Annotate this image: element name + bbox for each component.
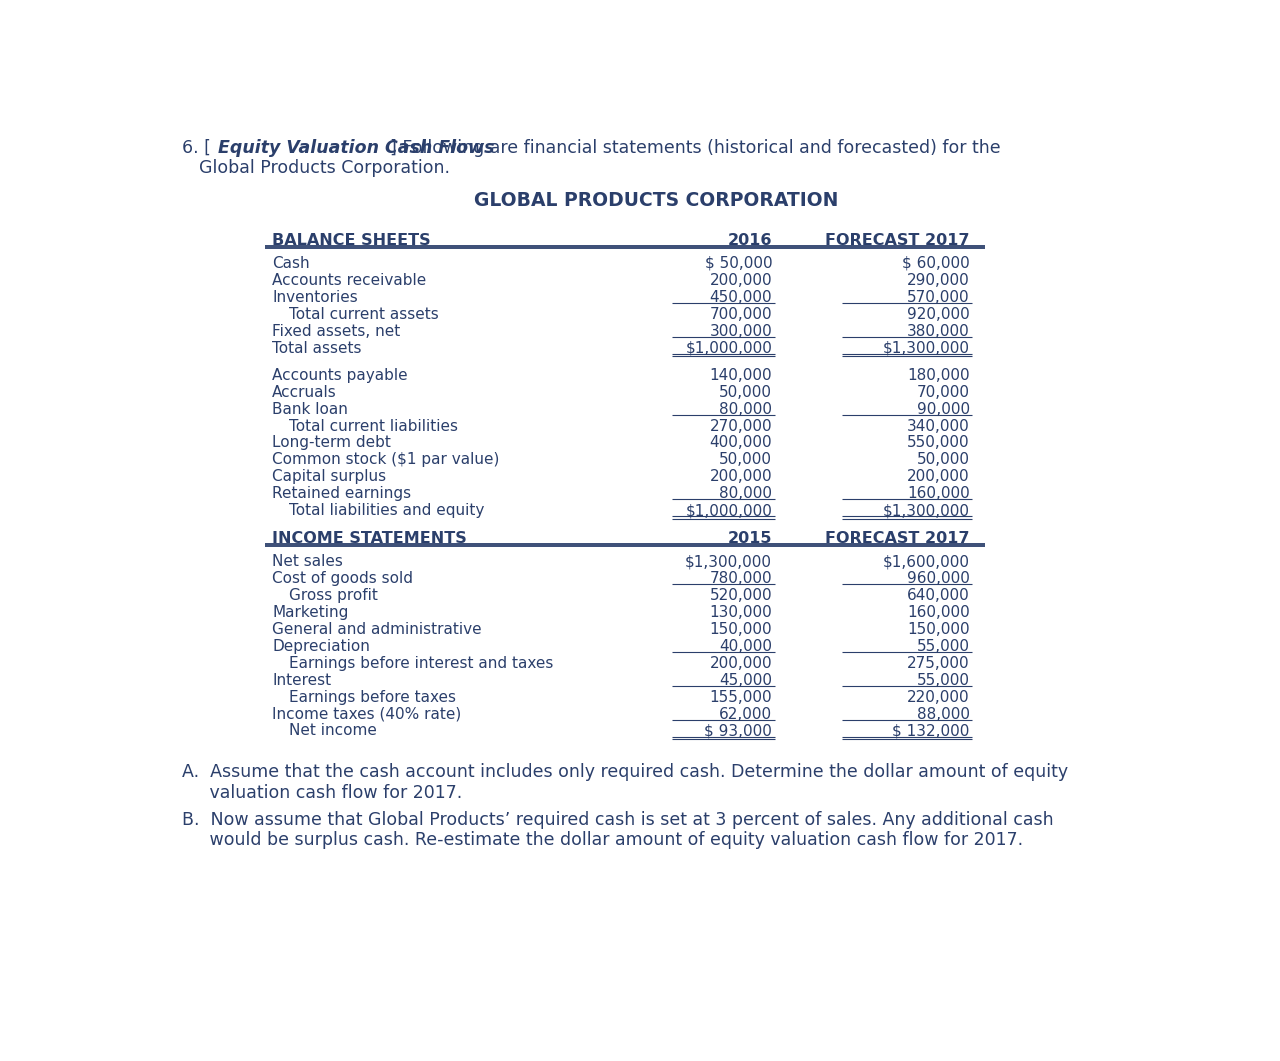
Text: Inventories: Inventories	[273, 290, 358, 305]
Text: 270,000: 270,000	[709, 418, 772, 434]
Text: 140,000: 140,000	[709, 368, 772, 383]
Text: ] Following are financial statements (historical and forecasted) for the: ] Following are financial statements (hi…	[390, 139, 1001, 157]
Text: 640,000: 640,000	[908, 588, 970, 603]
Text: FORECAST 2017: FORECAST 2017	[826, 232, 970, 248]
Text: 62,000: 62,000	[719, 707, 772, 721]
Text: 380,000: 380,000	[908, 324, 970, 338]
Text: 780,000: 780,000	[709, 571, 772, 586]
Text: 88,000: 88,000	[916, 707, 970, 721]
Text: 150,000: 150,000	[709, 622, 772, 637]
Text: 50,000: 50,000	[719, 385, 772, 400]
Text: Net income: Net income	[289, 724, 378, 738]
Text: $1,000,000: $1,000,000	[685, 503, 772, 518]
Text: 290,000: 290,000	[908, 273, 970, 288]
Text: 80,000: 80,000	[719, 486, 772, 501]
Text: 150,000: 150,000	[908, 622, 970, 637]
Text: 450,000: 450,000	[709, 290, 772, 305]
Text: 520,000: 520,000	[709, 588, 772, 603]
Text: 160,000: 160,000	[908, 605, 970, 620]
Text: Long-term debt: Long-term debt	[273, 435, 392, 451]
Text: 700,000: 700,000	[709, 307, 772, 321]
Text: 50,000: 50,000	[916, 452, 970, 468]
Text: Income taxes (40% rate): Income taxes (40% rate)	[273, 707, 462, 721]
Text: B.  Now assume that Global Products’ required cash is set at 3 percent of sales.: B. Now assume that Global Products’ requ…	[182, 812, 1053, 830]
Text: Depreciation: Depreciation	[273, 639, 370, 654]
Text: Bank loan: Bank loan	[273, 402, 348, 417]
Text: 155,000: 155,000	[709, 690, 772, 705]
Text: Equity Valuation Cash Flows: Equity Valuation Cash Flows	[218, 139, 494, 157]
Text: $ 60,000: $ 60,000	[902, 256, 970, 271]
Text: 200,000: 200,000	[908, 469, 970, 485]
Text: Fixed assets, net: Fixed assets, net	[273, 324, 401, 338]
Text: $1,300,000: $1,300,000	[685, 554, 772, 569]
Text: 570,000: 570,000	[908, 290, 970, 305]
Text: BALANCE SHEETS: BALANCE SHEETS	[273, 232, 431, 248]
Text: 130,000: 130,000	[709, 605, 772, 620]
Text: Marketing: Marketing	[273, 605, 348, 620]
Text: 45,000: 45,000	[719, 673, 772, 688]
Text: Retained earnings: Retained earnings	[273, 486, 411, 501]
Text: 6. [: 6. [	[182, 139, 211, 157]
Text: 300,000: 300,000	[709, 324, 772, 338]
Text: 55,000: 55,000	[916, 673, 970, 688]
Text: Common stock ($1 par value): Common stock ($1 par value)	[273, 452, 499, 468]
Text: 920,000: 920,000	[908, 307, 970, 321]
Text: General and administrative: General and administrative	[273, 622, 483, 637]
Text: $ 50,000: $ 50,000	[704, 256, 772, 271]
Text: Total current assets: Total current assets	[289, 307, 439, 321]
Text: 2015: 2015	[728, 530, 772, 546]
Text: $1,300,000: $1,300,000	[883, 503, 970, 518]
Text: 2016: 2016	[728, 232, 772, 248]
Text: 50,000: 50,000	[719, 452, 772, 468]
Text: Capital surplus: Capital surplus	[273, 469, 387, 485]
Text: 340,000: 340,000	[908, 418, 970, 434]
Text: INCOME STATEMENTS: INCOME STATEMENTS	[273, 530, 467, 546]
Text: Net sales: Net sales	[273, 554, 343, 569]
Text: 200,000: 200,000	[709, 469, 772, 485]
Text: $1,300,000: $1,300,000	[883, 341, 970, 355]
Text: 70,000: 70,000	[916, 385, 970, 400]
Text: 960,000: 960,000	[908, 571, 970, 586]
Text: Total assets: Total assets	[273, 341, 362, 355]
Text: 200,000: 200,000	[709, 656, 772, 671]
Text: 275,000: 275,000	[908, 656, 970, 671]
Text: 220,000: 220,000	[908, 690, 970, 705]
Text: A.  Assume that the cash account includes only required cash. Determine the doll: A. Assume that the cash account includes…	[182, 764, 1068, 782]
Text: 400,000: 400,000	[709, 435, 772, 451]
Text: Cash: Cash	[273, 256, 310, 271]
Text: Accounts payable: Accounts payable	[273, 368, 408, 383]
Text: $ 93,000: $ 93,000	[704, 724, 772, 738]
Text: $1,600,000: $1,600,000	[883, 554, 970, 569]
Text: 180,000: 180,000	[908, 368, 970, 383]
Text: Accruals: Accruals	[273, 385, 337, 400]
Text: Cost of goods sold: Cost of goods sold	[273, 571, 413, 586]
Text: GLOBAL PRODUCTS CORPORATION: GLOBAL PRODUCTS CORPORATION	[474, 191, 838, 210]
Text: 80,000: 80,000	[719, 402, 772, 417]
Text: 90,000: 90,000	[916, 402, 970, 417]
Text: 40,000: 40,000	[719, 639, 772, 654]
Text: Accounts receivable: Accounts receivable	[273, 273, 426, 288]
Text: $ 132,000: $ 132,000	[892, 724, 970, 738]
Text: Total current liabilities: Total current liabilities	[289, 418, 458, 434]
Text: 200,000: 200,000	[709, 273, 772, 288]
Text: 550,000: 550,000	[908, 435, 970, 451]
Text: $1,000,000: $1,000,000	[685, 341, 772, 355]
Text: FORECAST 2017: FORECAST 2017	[826, 530, 970, 546]
Text: Total liabilities and equity: Total liabilities and equity	[289, 503, 485, 518]
Text: valuation cash flow for 2017.: valuation cash flow for 2017.	[182, 783, 462, 801]
Text: Global Products Corporation.: Global Products Corporation.	[198, 159, 449, 177]
Text: Interest: Interest	[273, 673, 332, 688]
Text: 55,000: 55,000	[916, 639, 970, 654]
Text: 160,000: 160,000	[908, 486, 970, 501]
Text: Gross profit: Gross profit	[289, 588, 379, 603]
Text: Earnings before interest and taxes: Earnings before interest and taxes	[289, 656, 554, 671]
Text: Earnings before taxes: Earnings before taxes	[289, 690, 457, 705]
Text: would be surplus cash. Re-estimate the dollar amount of equity valuation cash fl: would be surplus cash. Re-estimate the d…	[182, 831, 1023, 849]
